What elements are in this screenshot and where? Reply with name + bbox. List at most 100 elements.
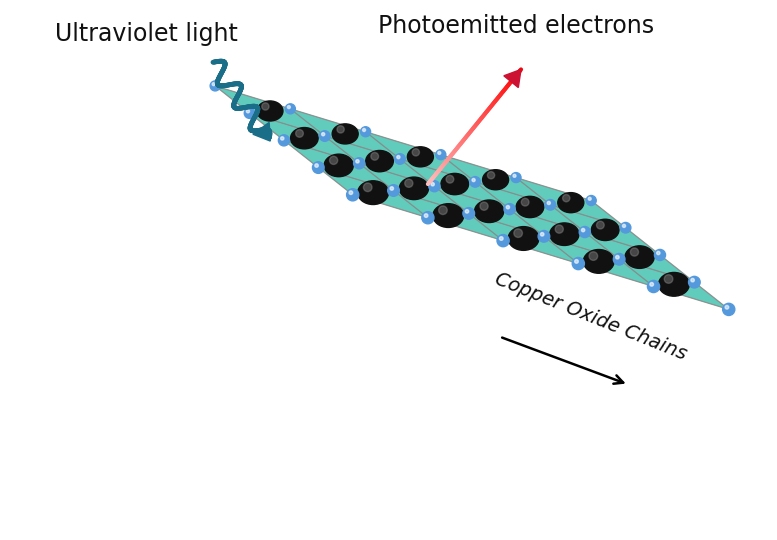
Circle shape: [613, 253, 625, 265]
Circle shape: [630, 248, 639, 256]
Ellipse shape: [357, 181, 388, 205]
Text: Photoemitted electrons: Photoemitted electrons: [378, 15, 654, 38]
Circle shape: [212, 83, 215, 86]
Circle shape: [723, 303, 735, 315]
Circle shape: [422, 212, 434, 224]
Text: Ultraviolet light: Ultraviolet light: [55, 22, 239, 45]
Circle shape: [521, 198, 529, 206]
Circle shape: [337, 126, 344, 133]
Circle shape: [588, 197, 591, 200]
Circle shape: [579, 226, 591, 238]
Circle shape: [465, 210, 469, 213]
Circle shape: [511, 173, 521, 183]
Circle shape: [647, 280, 660, 293]
Circle shape: [436, 150, 446, 160]
Circle shape: [431, 183, 434, 186]
Ellipse shape: [291, 127, 318, 149]
Ellipse shape: [584, 249, 614, 273]
Circle shape: [620, 222, 631, 233]
Circle shape: [470, 177, 480, 187]
Circle shape: [210, 81, 220, 91]
Circle shape: [371, 152, 378, 160]
Circle shape: [597, 221, 605, 229]
Ellipse shape: [508, 227, 539, 251]
Circle shape: [480, 202, 488, 210]
Ellipse shape: [407, 147, 434, 167]
Ellipse shape: [324, 154, 354, 177]
Circle shape: [278, 135, 290, 146]
Ellipse shape: [433, 204, 464, 227]
Circle shape: [285, 104, 295, 114]
Circle shape: [356, 160, 359, 163]
Circle shape: [586, 195, 596, 206]
Ellipse shape: [257, 101, 283, 121]
Ellipse shape: [441, 173, 469, 195]
Circle shape: [439, 206, 448, 214]
Circle shape: [725, 306, 729, 309]
Circle shape: [472, 178, 476, 181]
Text: Copper Oxide Chains: Copper Oxide Chains: [493, 269, 690, 364]
Circle shape: [547, 201, 550, 205]
Ellipse shape: [659, 273, 689, 296]
Circle shape: [364, 183, 372, 192]
Circle shape: [412, 148, 420, 156]
Circle shape: [545, 200, 556, 210]
Polygon shape: [253, 123, 270, 141]
Ellipse shape: [550, 223, 579, 246]
Circle shape: [390, 187, 393, 190]
Circle shape: [575, 260, 578, 263]
Polygon shape: [503, 70, 521, 87]
Circle shape: [329, 156, 338, 165]
Circle shape: [563, 194, 570, 202]
Circle shape: [650, 282, 653, 286]
Circle shape: [429, 181, 440, 192]
Circle shape: [361, 127, 371, 137]
Ellipse shape: [558, 193, 584, 213]
Circle shape: [664, 275, 673, 284]
Ellipse shape: [516, 197, 544, 218]
Ellipse shape: [332, 124, 358, 144]
Circle shape: [295, 130, 303, 137]
Circle shape: [622, 224, 625, 227]
Circle shape: [500, 237, 503, 240]
Circle shape: [262, 103, 269, 110]
Circle shape: [463, 207, 475, 219]
Circle shape: [312, 162, 324, 173]
Circle shape: [581, 228, 585, 232]
Ellipse shape: [399, 177, 428, 200]
Circle shape: [363, 129, 366, 132]
Circle shape: [319, 131, 330, 141]
Circle shape: [507, 206, 510, 209]
Ellipse shape: [366, 151, 393, 172]
Ellipse shape: [483, 170, 509, 190]
Circle shape: [513, 174, 516, 177]
Circle shape: [424, 214, 428, 218]
Circle shape: [280, 137, 284, 140]
Circle shape: [446, 176, 454, 183]
Ellipse shape: [475, 200, 503, 222]
Circle shape: [354, 158, 364, 169]
Circle shape: [287, 106, 291, 109]
Circle shape: [487, 172, 495, 179]
Circle shape: [244, 108, 255, 118]
Circle shape: [388, 185, 399, 197]
Circle shape: [514, 229, 522, 238]
Circle shape: [657, 251, 660, 255]
Circle shape: [538, 231, 550, 242]
Circle shape: [246, 110, 249, 113]
Circle shape: [691, 279, 695, 282]
Circle shape: [688, 276, 700, 288]
Circle shape: [589, 252, 598, 260]
Circle shape: [322, 133, 325, 136]
Circle shape: [654, 249, 666, 260]
Circle shape: [315, 164, 319, 167]
Circle shape: [504, 204, 515, 215]
Ellipse shape: [625, 246, 654, 268]
Circle shape: [572, 258, 584, 269]
Circle shape: [397, 156, 400, 159]
Circle shape: [497, 234, 509, 247]
Circle shape: [541, 233, 544, 236]
Circle shape: [347, 188, 359, 201]
Circle shape: [395, 154, 406, 164]
Circle shape: [349, 191, 353, 194]
